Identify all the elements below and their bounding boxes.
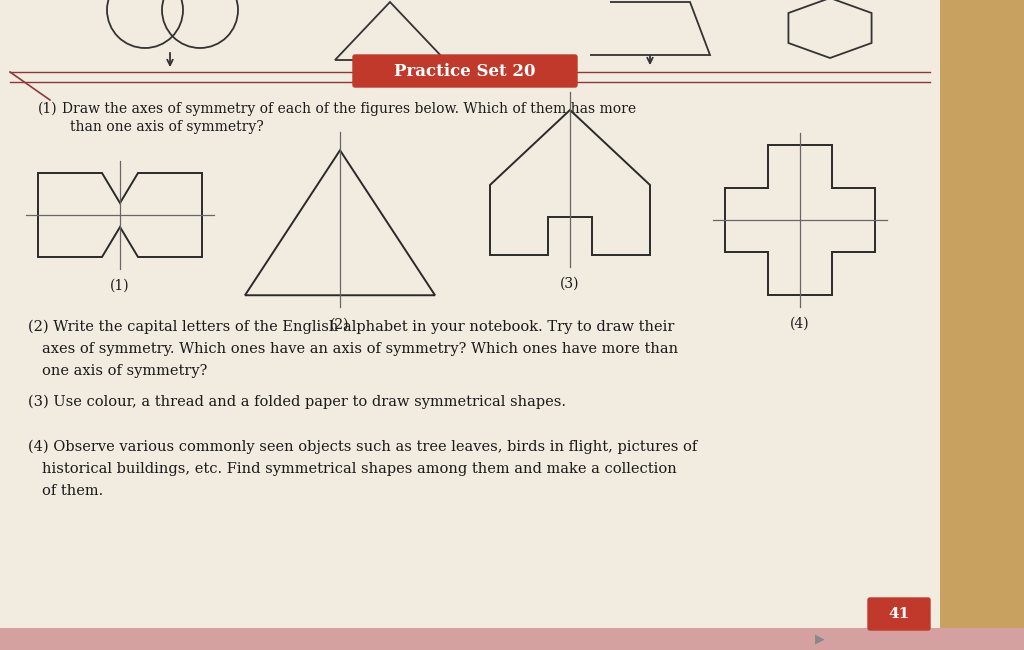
- Bar: [0, 628, 1024, 650]
- Text: (2): (2): [331, 317, 350, 332]
- Text: (3) Use colour, a thread and a folded paper to draw symmetrical shapes.: (3) Use colour, a thread and a folded pa…: [28, 395, 566, 410]
- Text: (2) Write the capital letters of the English alphabet in your notebook. Try to d: (2) Write the capital letters of the Eng…: [28, 320, 675, 334]
- Text: 41: 41: [889, 607, 909, 621]
- Text: historical buildings, etc. Find symmetrical shapes among them and make a collect: historical buildings, etc. Find symmetri…: [42, 462, 677, 476]
- FancyBboxPatch shape: [868, 598, 930, 630]
- Text: (3): (3): [560, 277, 580, 291]
- Text: ▶: ▶: [815, 632, 824, 645]
- Text: one axis of symmetry?: one axis of symmetry?: [42, 364, 208, 378]
- Text: Draw the axes of symmetry of each of the figures below. Which of them has more: Draw the axes of symmetry of each of the…: [62, 102, 636, 116]
- Text: of them.: of them.: [42, 484, 103, 498]
- Text: (1): (1): [111, 279, 130, 293]
- Bar: [940, 0, 1024, 650]
- Text: (4) Observe various commonly seen objects such as tree leaves, birds in flight, : (4) Observe various commonly seen object…: [28, 440, 697, 454]
- Text: than one axis of symmetry?: than one axis of symmetry?: [70, 120, 264, 134]
- FancyBboxPatch shape: [353, 55, 577, 87]
- Text: (4): (4): [791, 317, 810, 331]
- Text: axes of symmetry. Which ones have an axis of symmetry? Which ones have more than: axes of symmetry. Which ones have an axi…: [42, 342, 678, 356]
- Text: Practice Set 20: Practice Set 20: [394, 62, 536, 79]
- Text: (1): (1): [38, 102, 57, 116]
